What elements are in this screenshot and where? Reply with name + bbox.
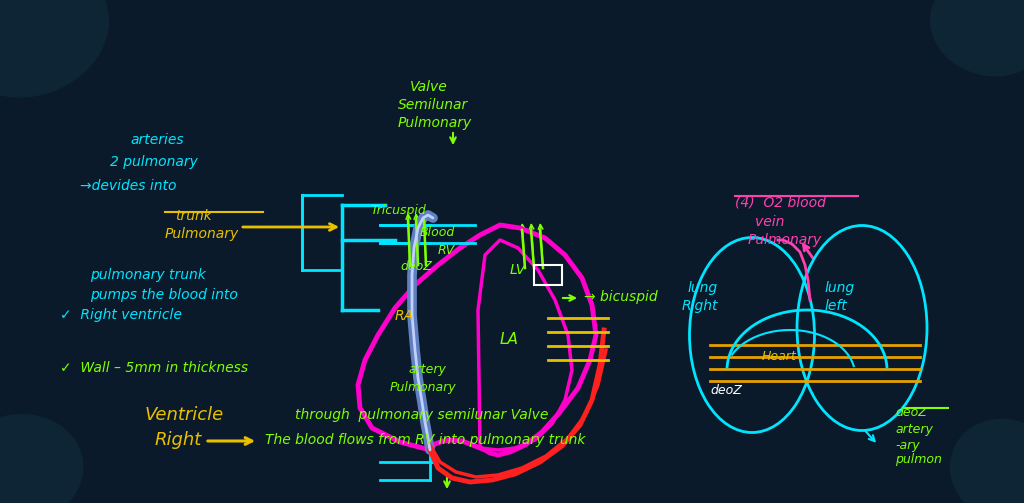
Text: Pulmonary: Pulmonary	[390, 381, 457, 394]
Text: arteries: arteries	[130, 133, 183, 147]
Text: lung: lung	[825, 281, 855, 295]
Text: Tricuspid: Tricuspid	[370, 204, 426, 216]
Text: The blood flows from RV into pulmonary trunk: The blood flows from RV into pulmonary t…	[265, 433, 586, 447]
Text: RV: RV	[438, 243, 455, 257]
Ellipse shape	[797, 225, 927, 431]
Bar	[534, 265, 562, 285]
Text: Pulmonary: Pulmonary	[398, 116, 472, 130]
Text: Pulmonary: Pulmonary	[165, 227, 240, 241]
Text: Heart: Heart	[762, 350, 797, 363]
Text: ✓  Wall – 5mm in thickness: ✓ Wall – 5mm in thickness	[60, 361, 248, 375]
Ellipse shape	[689, 237, 814, 433]
Text: trunk: trunk	[175, 209, 212, 223]
Text: LV: LV	[510, 263, 526, 277]
Text: pumps the blood into: pumps the blood into	[90, 288, 238, 302]
Text: deoZ: deoZ	[400, 261, 432, 274]
Text: vein: vein	[755, 215, 784, 229]
Text: pulmonary trunk: pulmonary trunk	[90, 268, 206, 282]
Text: Right: Right	[682, 299, 719, 313]
Text: (4)  O2 blood: (4) O2 blood	[735, 195, 826, 209]
Text: →devides into: →devides into	[80, 179, 176, 193]
Ellipse shape	[950, 420, 1024, 503]
Text: artery: artery	[408, 364, 445, 377]
Text: Valve: Valve	[410, 80, 447, 94]
Ellipse shape	[0, 0, 109, 97]
Text: pulmon: pulmon	[895, 454, 942, 466]
Text: deoZ: deoZ	[895, 406, 927, 420]
Text: lung: lung	[688, 281, 718, 295]
Text: Pulmonary: Pulmonary	[748, 233, 822, 247]
Text: through  pulmonary semilunar Valve: through pulmonary semilunar Valve	[295, 408, 549, 422]
Text: RA: RA	[395, 309, 414, 323]
Text: 2 pulmonary: 2 pulmonary	[110, 155, 198, 169]
Text: Semilunar: Semilunar	[398, 98, 468, 112]
Ellipse shape	[931, 0, 1024, 76]
Text: LA: LA	[500, 332, 519, 348]
Text: left: left	[825, 299, 848, 313]
Text: deoZ: deoZ	[710, 383, 741, 396]
Text: -ary: -ary	[895, 439, 920, 452]
Text: ✓  Right ventricle: ✓ Right ventricle	[60, 308, 182, 322]
Text: Blood: Blood	[420, 225, 456, 238]
Text: Ventricle: Ventricle	[145, 406, 224, 424]
Text: artery: artery	[895, 424, 933, 437]
Text: → bicuspid: → bicuspid	[584, 290, 657, 304]
Ellipse shape	[0, 414, 83, 503]
Text: Right: Right	[155, 431, 203, 449]
